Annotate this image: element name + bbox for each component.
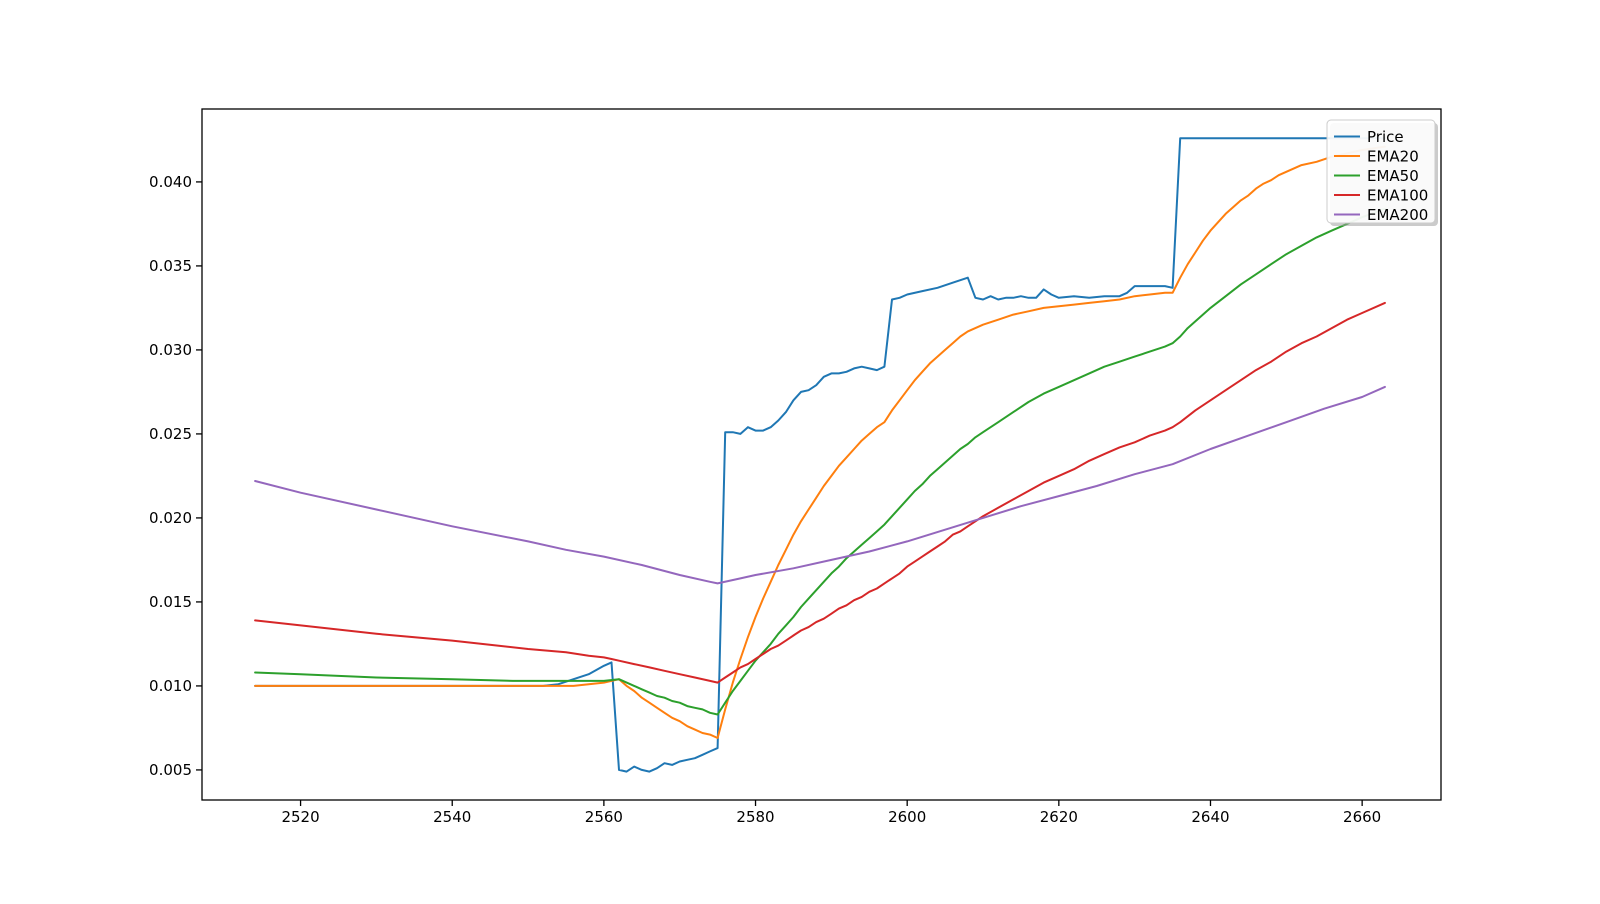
y-tick-label: 0.030 [149, 341, 192, 359]
axes-frame [201, 108, 1442, 801]
legend-label: EMA50 [1367, 167, 1419, 185]
series-line-ema100 [254, 301, 1386, 684]
y-tick-label: 0.015 [149, 593, 192, 611]
y-tick-label: 0.005 [149, 761, 192, 779]
series-line-price [254, 137, 1386, 773]
series-line-ema50 [254, 207, 1386, 716]
legend-label: EMA20 [1367, 147, 1419, 165]
legend-item-price: Price [1334, 128, 1404, 146]
legend-item-ema100: EMA100 [1334, 186, 1428, 204]
x-tick-label: 2660 [1343, 808, 1381, 826]
series-line-ema20 [254, 145, 1386, 739]
y-tick-label: 0.040 [149, 173, 192, 191]
legend-box [1326, 119, 1436, 224]
series-lines [254, 137, 1386, 773]
legend-label: EMA100 [1367, 186, 1428, 204]
legend-item-ema20: EMA20 [1334, 147, 1419, 165]
plot-area [202, 109, 1441, 800]
legend-label: EMA200 [1367, 206, 1428, 224]
x-tick-label: 2520 [281, 808, 319, 826]
x-tick-label: 2620 [1040, 808, 1078, 826]
x-tick-label: 2540 [433, 808, 471, 826]
y-tick-label: 0.025 [149, 425, 192, 443]
legend-item-ema200: EMA200 [1334, 206, 1428, 224]
y-tick-label: 0.010 [149, 677, 192, 695]
x-tick-label: 2580 [736, 808, 774, 826]
axis-ticks: 2520 2540 2560 2580 2600 2620 2640 2660 0.005 0.0… [149, 173, 1381, 826]
x-tick-label: 2560 [585, 808, 623, 826]
x-tick-label: 2640 [1191, 808, 1229, 826]
x-tick-label: 2600 [888, 808, 926, 826]
y-tick-label: 0.020 [149, 509, 192, 527]
y-tick-label: 0.035 [149, 257, 192, 275]
legend-label: Price [1367, 128, 1404, 146]
legend-item-ema50: EMA50 [1334, 167, 1419, 185]
series-line-ema200 [254, 385, 1386, 585]
